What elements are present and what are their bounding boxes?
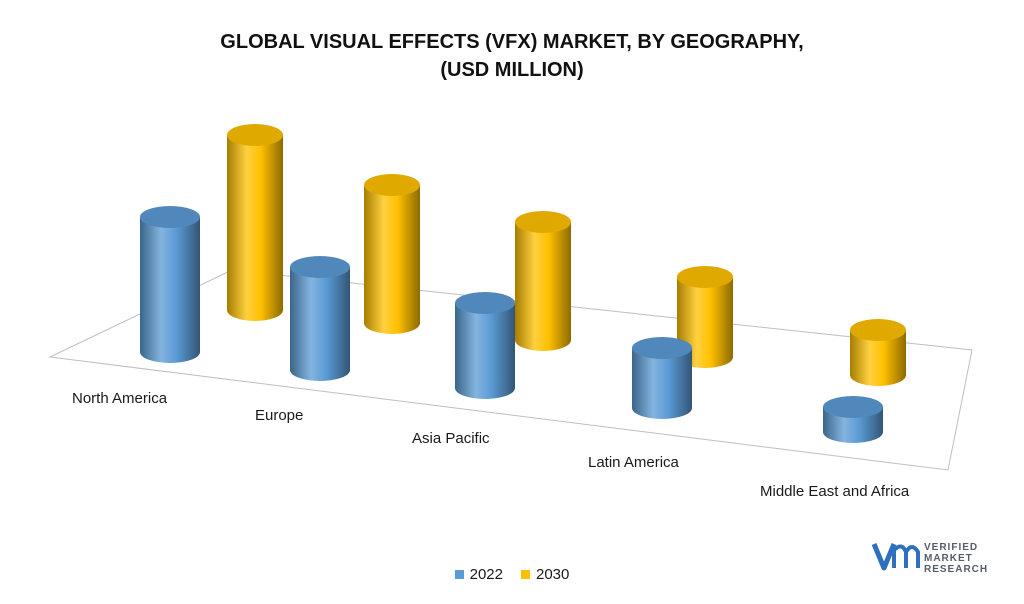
vmr-logo: VERIFIED MARKET RESEARCH: [871, 538, 1004, 578]
vmr-logo-line2: MARKET: [924, 553, 973, 564]
bar-2022-europe: [290, 256, 350, 381]
bar-body: [140, 217, 200, 363]
bar-top: [823, 396, 883, 418]
legend-swatch-2030: [521, 570, 530, 579]
chart-title-line2: (USD MILLION): [440, 59, 584, 81]
category-label-middle-east-and-africa: Middle East and Africa: [760, 483, 910, 500]
bar-top: [632, 337, 692, 359]
bars-group: [140, 124, 906, 443]
vmr-logo-line3: RESEARCH: [924, 564, 989, 575]
legend-label-2022: 2022: [469, 566, 503, 583]
category-labels: North America Europe Asia Pacific Latin Ame…: [72, 390, 910, 500]
bar-top: [515, 211, 571, 233]
category-label-north-america: North America: [72, 390, 168, 407]
bar-top: [677, 266, 733, 288]
bar-body: [632, 348, 692, 419]
bar-top: [850, 319, 906, 341]
bar-top: [455, 292, 515, 314]
bar-2030-asia-pacific: [515, 211, 571, 351]
category-label-asia-pacific: Asia Pacific: [412, 430, 490, 447]
chart-title: GLOBAL VISUAL EFFECTS (VFX) MARKET, BY G…: [0, 28, 1024, 84]
legend: 2022 2030: [0, 566, 1024, 583]
category-label-europe: Europe: [255, 407, 303, 424]
legend-swatch-2022: [454, 570, 464, 579]
legend-item-2030: 2030: [521, 566, 569, 583]
bar-top: [227, 124, 283, 146]
bar-body: [290, 267, 350, 381]
bar-2030-middle-east-and-africa: [850, 319, 906, 386]
bar-body: [455, 303, 515, 399]
bar-body: [850, 330, 906, 386]
vmr-logo-line1: VERIFIED: [924, 542, 979, 553]
bar-2030-europe: [364, 174, 420, 334]
category-label-latin-america: Latin America: [588, 454, 680, 471]
bar-2022-north-america: [140, 206, 200, 363]
bar-top: [140, 206, 200, 228]
bar-body: [227, 135, 283, 321]
bar-2022-middle-east-and-africa: [823, 396, 883, 443]
bar-2022-asia-pacific: [455, 292, 515, 399]
bar-top: [364, 174, 420, 196]
bar-top: [290, 256, 350, 278]
chart-title-line1: GLOBAL VISUAL EFFECTS (VFX) MARKET, BY G…: [220, 31, 804, 53]
bar-2022-latin-america: [632, 337, 692, 419]
vmr-logo-text: VERIFIED MARKET RESEARCH: [924, 542, 988, 575]
vmr-logo-mark-icon: [871, 543, 920, 571]
bar-body: [364, 185, 420, 334]
bar-body: [515, 222, 571, 351]
legend-label-2030: 2030: [536, 566, 570, 583]
legend-item-2022: 2022: [454, 566, 503, 583]
bar-2030-north-america: [227, 124, 283, 321]
